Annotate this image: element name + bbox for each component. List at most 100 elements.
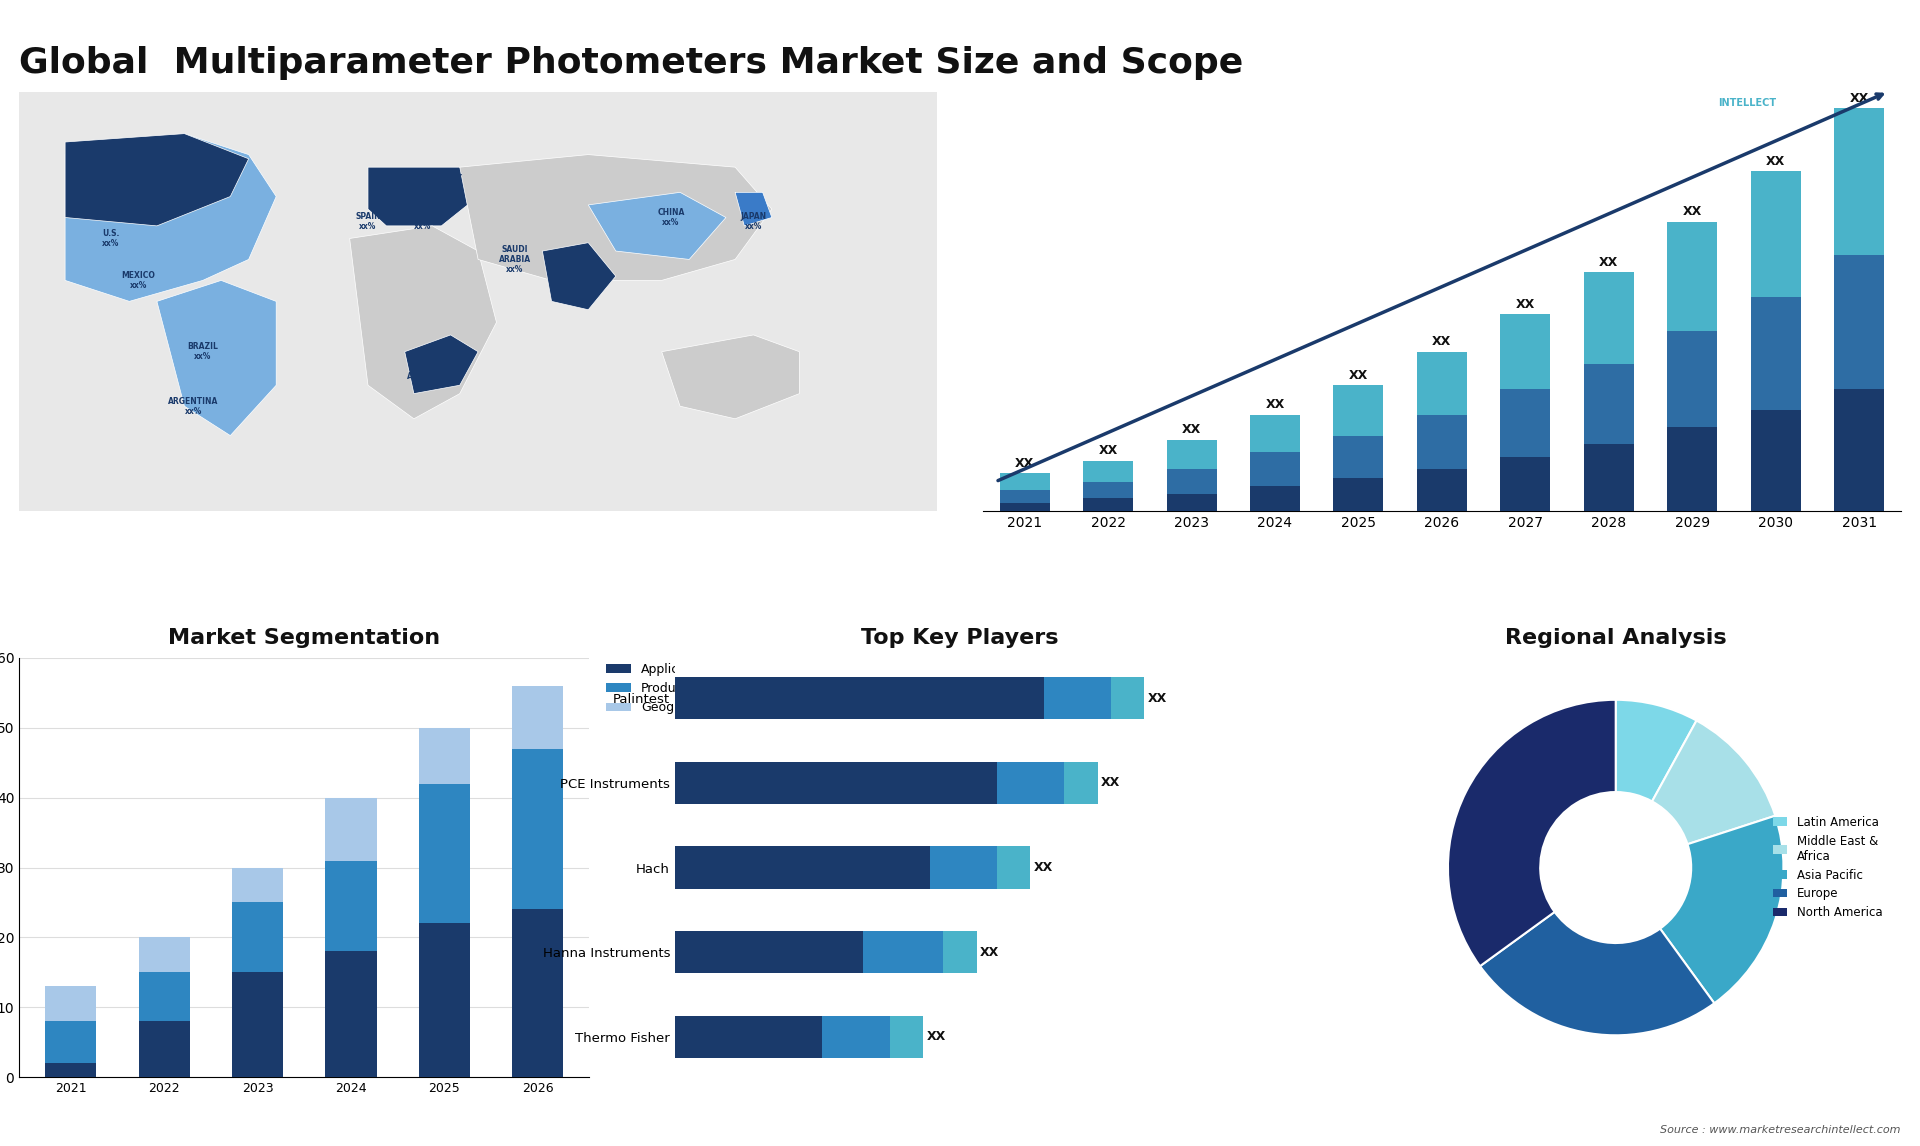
Wedge shape: [1480, 912, 1715, 1035]
Bar: [1584, 444, 1634, 511]
Bar: [1667, 221, 1716, 331]
Text: XX: XX: [1016, 457, 1035, 470]
Bar: [513, 910, 563, 1077]
Bar: [996, 762, 1064, 804]
Bar: [889, 1015, 924, 1058]
Bar: [1834, 109, 1884, 256]
Bar: [1500, 456, 1549, 511]
Text: INTELLECT: INTELLECT: [1718, 99, 1776, 108]
Polygon shape: [369, 167, 478, 226]
Polygon shape: [459, 155, 772, 281]
Text: RESEARCH: RESEARCH: [1718, 76, 1776, 85]
Polygon shape: [588, 193, 726, 259]
Bar: [232, 903, 284, 973]
Bar: [44, 1063, 96, 1077]
Text: FRANCE
xx%: FRANCE xx%: [369, 191, 403, 211]
Bar: [822, 1015, 889, 1058]
Bar: [1417, 352, 1467, 415]
Bar: [138, 1021, 190, 1077]
Bar: [929, 847, 996, 889]
Text: CHINA
xx%: CHINA xx%: [657, 207, 685, 227]
Legend: Latin America, Middle East &
Africa, Asia Pacific, Europe, North America: Latin America, Middle East & Africa, Asi…: [1768, 811, 1887, 924]
Bar: [1000, 473, 1050, 490]
Bar: [1417, 469, 1467, 511]
Bar: [1332, 478, 1384, 511]
Text: XX: XX: [1265, 399, 1284, 411]
Text: XX: XX: [927, 1030, 947, 1044]
Bar: [676, 847, 929, 889]
Bar: [1584, 272, 1634, 364]
Bar: [232, 973, 284, 1077]
Text: XX: XX: [1766, 155, 1786, 168]
Wedge shape: [1617, 700, 1697, 801]
Bar: [1834, 256, 1884, 390]
Bar: [1167, 494, 1217, 511]
Text: ITALY
xx%: ITALY xx%: [411, 212, 434, 231]
Bar: [676, 677, 1044, 720]
Text: XX: XX: [1849, 92, 1868, 105]
Legend: Application, Product, Geography: Application, Product, Geography: [601, 658, 716, 720]
Bar: [1044, 677, 1112, 720]
Bar: [943, 931, 977, 973]
Bar: [1751, 410, 1801, 511]
Text: JAPAN
xx%: JAPAN xx%: [741, 212, 766, 231]
Bar: [1250, 453, 1300, 486]
Wedge shape: [1448, 700, 1617, 966]
Text: Global  Multiparameter Photometers Market Size and Scope: Global Multiparameter Photometers Market…: [19, 46, 1244, 80]
Bar: [419, 728, 470, 784]
Title: Regional Analysis: Regional Analysis: [1505, 628, 1726, 647]
Text: U.K.
xx%: U.K. xx%: [386, 170, 405, 189]
Text: MARKET: MARKET: [1724, 53, 1770, 62]
Text: XX: XX: [979, 945, 1000, 959]
Text: XX: XX: [1682, 205, 1701, 219]
Bar: [324, 861, 376, 951]
Text: XX: XX: [1100, 776, 1119, 790]
Text: XX: XX: [1183, 423, 1202, 437]
Bar: [1083, 499, 1133, 511]
Polygon shape: [65, 134, 250, 226]
Bar: [1834, 390, 1884, 511]
Text: XX: XX: [1148, 691, 1167, 705]
Bar: [1332, 435, 1384, 478]
Bar: [996, 847, 1031, 889]
Bar: [676, 1015, 822, 1058]
Title: Market Segmentation: Market Segmentation: [169, 628, 440, 647]
Bar: [1167, 440, 1217, 469]
Text: CANADA
xx%: CANADA xx%: [111, 149, 148, 168]
Wedge shape: [1651, 721, 1776, 845]
Polygon shape: [349, 226, 497, 418]
Text: XX: XX: [1599, 256, 1619, 268]
Bar: [676, 762, 996, 804]
Bar: [1250, 486, 1300, 511]
Bar: [676, 931, 862, 973]
Bar: [1064, 762, 1098, 804]
Text: BRAZIL
xx%: BRAZIL xx%: [188, 342, 219, 361]
Text: ARGENTINA
xx%: ARGENTINA xx%: [169, 397, 219, 416]
Bar: [419, 784, 470, 924]
Text: XX: XX: [1098, 445, 1117, 457]
Bar: [324, 951, 376, 1077]
Text: XX: XX: [1350, 369, 1369, 382]
Bar: [1751, 172, 1801, 297]
Bar: [138, 973, 190, 1021]
Text: XX: XX: [1432, 336, 1452, 348]
Bar: [1083, 481, 1133, 499]
Text: U.S.
xx%: U.S. xx%: [102, 229, 119, 249]
Text: MEXICO
xx%: MEXICO xx%: [121, 270, 156, 290]
Bar: [44, 1021, 96, 1063]
Polygon shape: [662, 335, 799, 418]
Bar: [1500, 314, 1549, 390]
Polygon shape: [157, 281, 276, 435]
Polygon shape: [735, 193, 772, 226]
Text: INDIA
xx%: INDIA xx%: [566, 280, 591, 298]
Bar: [138, 937, 190, 973]
Wedge shape: [1661, 816, 1784, 1003]
Polygon shape: [65, 134, 276, 301]
Bar: [1000, 503, 1050, 511]
Text: SAUDI
ARABIA
xx%: SAUDI ARABIA xx%: [499, 244, 532, 274]
Bar: [1167, 469, 1217, 494]
Title: Top Key Players: Top Key Players: [862, 628, 1058, 647]
Bar: [513, 748, 563, 910]
Text: SOUTH
AFRICA
xx%: SOUTH AFRICA xx%: [407, 362, 440, 392]
Bar: [1667, 331, 1716, 427]
